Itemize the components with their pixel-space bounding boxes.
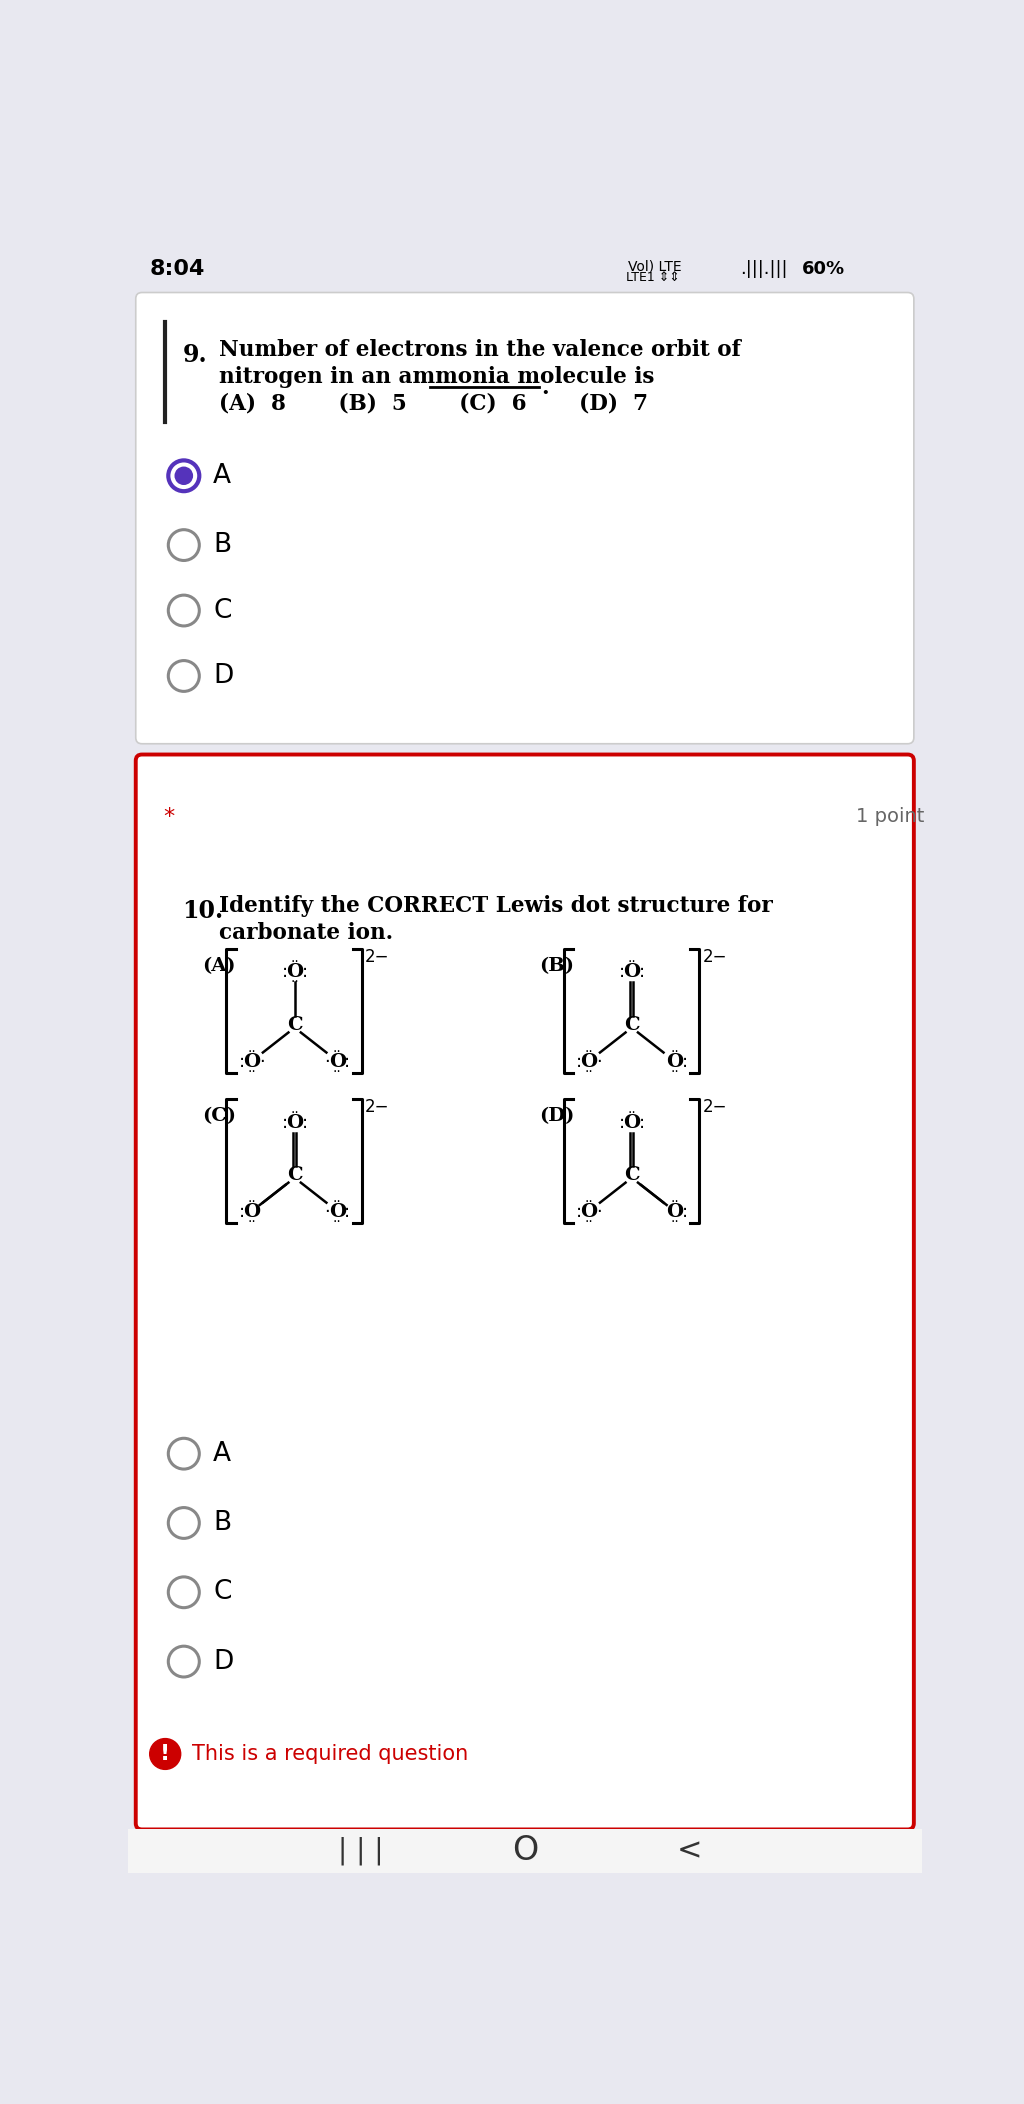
Text: ··: ·· (585, 1046, 594, 1058)
Text: Number of electrons in the valence orbit of: Number of electrons in the valence orbit… (219, 339, 741, 360)
Text: .: . (541, 377, 549, 400)
Text: A: A (213, 1441, 231, 1466)
Text: ·: · (596, 1052, 602, 1071)
Text: O: O (244, 1052, 260, 1071)
Text: O: O (624, 1113, 640, 1132)
Text: :: : (239, 1052, 245, 1071)
Text: <: < (676, 1837, 701, 1866)
Text: :: : (639, 1113, 645, 1132)
Text: O: O (286, 1113, 303, 1132)
Text: ·: · (325, 1203, 330, 1220)
Text: ··: ·· (333, 1195, 342, 1210)
Circle shape (174, 467, 194, 486)
Text: ··: ·· (248, 1195, 256, 1210)
Text: (A)  8       (B)  5       (C)  6       (D)  7: (A) 8 (B) 5 (C) 6 (D) 7 (219, 393, 648, 414)
Text: ··: ·· (628, 1105, 636, 1119)
Text: C: C (287, 1016, 302, 1033)
Text: C: C (287, 1166, 302, 1185)
FancyBboxPatch shape (136, 292, 913, 743)
Text: 60%: 60% (802, 261, 846, 278)
Text: D: D (213, 663, 233, 688)
Text: 2−: 2− (366, 1098, 390, 1115)
Text: :: : (282, 1113, 288, 1132)
Text: :: : (302, 964, 308, 980)
Text: (A): (A) (202, 957, 236, 974)
FancyBboxPatch shape (136, 755, 913, 1830)
Text: *: * (163, 806, 174, 827)
Text: 2−: 2− (366, 947, 390, 966)
Text: O: O (329, 1052, 346, 1071)
Text: ··: ·· (333, 1046, 342, 1058)
Text: nitrogen in an ammonia molecule is: nitrogen in an ammonia molecule is (219, 366, 654, 389)
Text: ··: ·· (670, 1046, 679, 1058)
Text: O: O (666, 1052, 683, 1071)
Text: B: B (213, 1511, 231, 1536)
Text: :: : (282, 964, 288, 980)
Text: ··: ·· (670, 1065, 679, 1079)
Text: 9.: 9. (182, 343, 207, 368)
Text: ··: ·· (628, 955, 636, 970)
Text: :: : (681, 1203, 687, 1220)
Text: ··: ·· (585, 1214, 594, 1229)
Text: :: : (681, 1052, 687, 1071)
Text: Identify the CORRECT Lewis dot structure for: Identify the CORRECT Lewis dot structure… (219, 896, 773, 917)
Text: :: : (575, 1203, 582, 1220)
Text: ··: ·· (248, 1214, 256, 1229)
Text: B: B (213, 532, 231, 558)
Text: (C): (C) (202, 1107, 236, 1126)
Text: O: O (512, 1835, 538, 1868)
Text: O: O (286, 964, 303, 980)
Text: This is a required question: This is a required question (191, 1744, 468, 1763)
Text: ··: ·· (670, 1195, 679, 1210)
Text: O: O (581, 1052, 598, 1071)
Text: C: C (624, 1166, 640, 1185)
Text: :: : (344, 1052, 350, 1071)
Text: 10.: 10. (182, 898, 223, 924)
Text: O: O (666, 1203, 683, 1220)
Text: O: O (329, 1203, 346, 1220)
Text: :: : (618, 1113, 625, 1132)
Text: ·: · (325, 1052, 330, 1071)
Text: ··: ·· (290, 976, 299, 989)
Text: D: D (213, 1650, 233, 1675)
Text: :: : (239, 1203, 245, 1220)
Text: LTE1 ⇕⇕: LTE1 ⇕⇕ (627, 271, 680, 284)
Text: :: : (618, 964, 625, 980)
Text: ··: ·· (248, 1065, 256, 1079)
Text: ··: ·· (670, 1214, 679, 1229)
Text: Vol) LTE: Vol) LTE (628, 259, 682, 274)
Text: ··: ·· (585, 1065, 594, 1079)
Bar (128, 1830, 922, 1873)
Text: (D): (D) (539, 1107, 574, 1126)
Text: :: : (575, 1052, 582, 1071)
Text: O: O (624, 964, 640, 980)
Text: | | |: | | | (338, 1837, 383, 1866)
Text: ··: ·· (333, 1065, 342, 1079)
Text: ·: · (259, 1052, 265, 1071)
Text: C: C (624, 1016, 640, 1033)
Text: :: : (639, 964, 645, 980)
Text: ··: ·· (333, 1214, 342, 1229)
Text: O: O (244, 1203, 260, 1220)
Text: C: C (213, 598, 231, 623)
Text: ·: · (596, 1203, 602, 1220)
Text: .|||.|||: .|||.||| (740, 261, 787, 278)
Text: ··: ·· (290, 955, 299, 970)
Text: (B): (B) (539, 957, 573, 974)
Text: :: : (344, 1203, 350, 1220)
Text: ··: ·· (290, 1105, 299, 1119)
Text: 2−: 2− (702, 1098, 727, 1115)
Text: !: ! (160, 1744, 170, 1763)
Text: 1 point: 1 point (856, 806, 925, 827)
Text: carbonate ion.: carbonate ion. (219, 922, 393, 945)
Text: ··: ·· (248, 1046, 256, 1058)
Text: ··: ·· (585, 1195, 594, 1210)
Text: O: O (581, 1203, 598, 1220)
Text: A: A (213, 463, 231, 488)
Text: :: : (302, 1113, 308, 1132)
Circle shape (150, 1738, 180, 1769)
Text: 8:04: 8:04 (150, 259, 205, 280)
Text: 2−: 2− (702, 947, 727, 966)
Text: C: C (213, 1580, 231, 1605)
